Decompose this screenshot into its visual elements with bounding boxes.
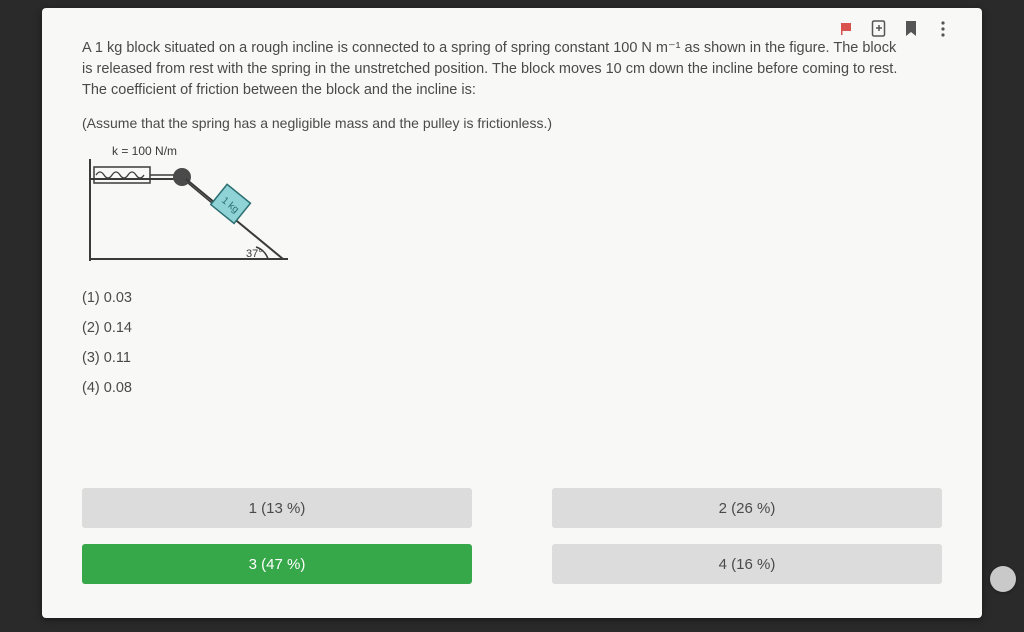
note-add-icon[interactable] bbox=[870, 20, 888, 38]
option-val: 0.14 bbox=[104, 320, 132, 336]
question-assumption: (Assume that the spring has a negligible… bbox=[82, 115, 942, 131]
option-val: 0.03 bbox=[104, 290, 132, 306]
option-val: 0.08 bbox=[104, 380, 132, 396]
answer-options: (1) 0.03 (2) 0.14 (3) 0.11 (4) 0.08 bbox=[82, 290, 942, 396]
poll-cell-1[interactable]: 1 (13 %) bbox=[82, 488, 472, 528]
poll-cell-4[interactable]: 4 (16 %) bbox=[552, 544, 942, 584]
option-val: 0.11 bbox=[104, 350, 131, 366]
poll-cell-3[interactable]: 3 (47 %) bbox=[82, 544, 472, 584]
option-num: (3) bbox=[82, 350, 100, 366]
more-icon[interactable] bbox=[934, 20, 952, 38]
floating-action-icon[interactable] bbox=[990, 566, 1016, 592]
poll-results: 1 (13 %) 2 (26 %) 3 (47 %) 4 (16 %) bbox=[82, 488, 942, 600]
option-num: (1) bbox=[82, 290, 100, 306]
option-4[interactable]: (4) 0.08 bbox=[82, 380, 942, 396]
option-3[interactable]: (3) 0.11 bbox=[82, 350, 942, 366]
toolbar bbox=[838, 20, 952, 38]
option-num: (4) bbox=[82, 380, 100, 396]
bookmark-icon[interactable] bbox=[902, 20, 920, 38]
question-text: A 1 kg block situated on a rough incline… bbox=[82, 38, 902, 101]
question-card: A 1 kg block situated on a rough incline… bbox=[42, 8, 982, 618]
option-2[interactable]: (2) 0.14 bbox=[82, 320, 942, 336]
option-num: (2) bbox=[82, 320, 100, 336]
figure: k = 100 N/m 1 kg bbox=[78, 141, 942, 276]
option-1[interactable]: (1) 0.03 bbox=[82, 290, 942, 306]
poll-cell-2[interactable]: 2 (26 %) bbox=[552, 488, 942, 528]
flag-icon[interactable] bbox=[838, 20, 856, 38]
k-label: k = 100 N/m bbox=[112, 144, 177, 158]
angle-label: 37° bbox=[246, 248, 263, 260]
